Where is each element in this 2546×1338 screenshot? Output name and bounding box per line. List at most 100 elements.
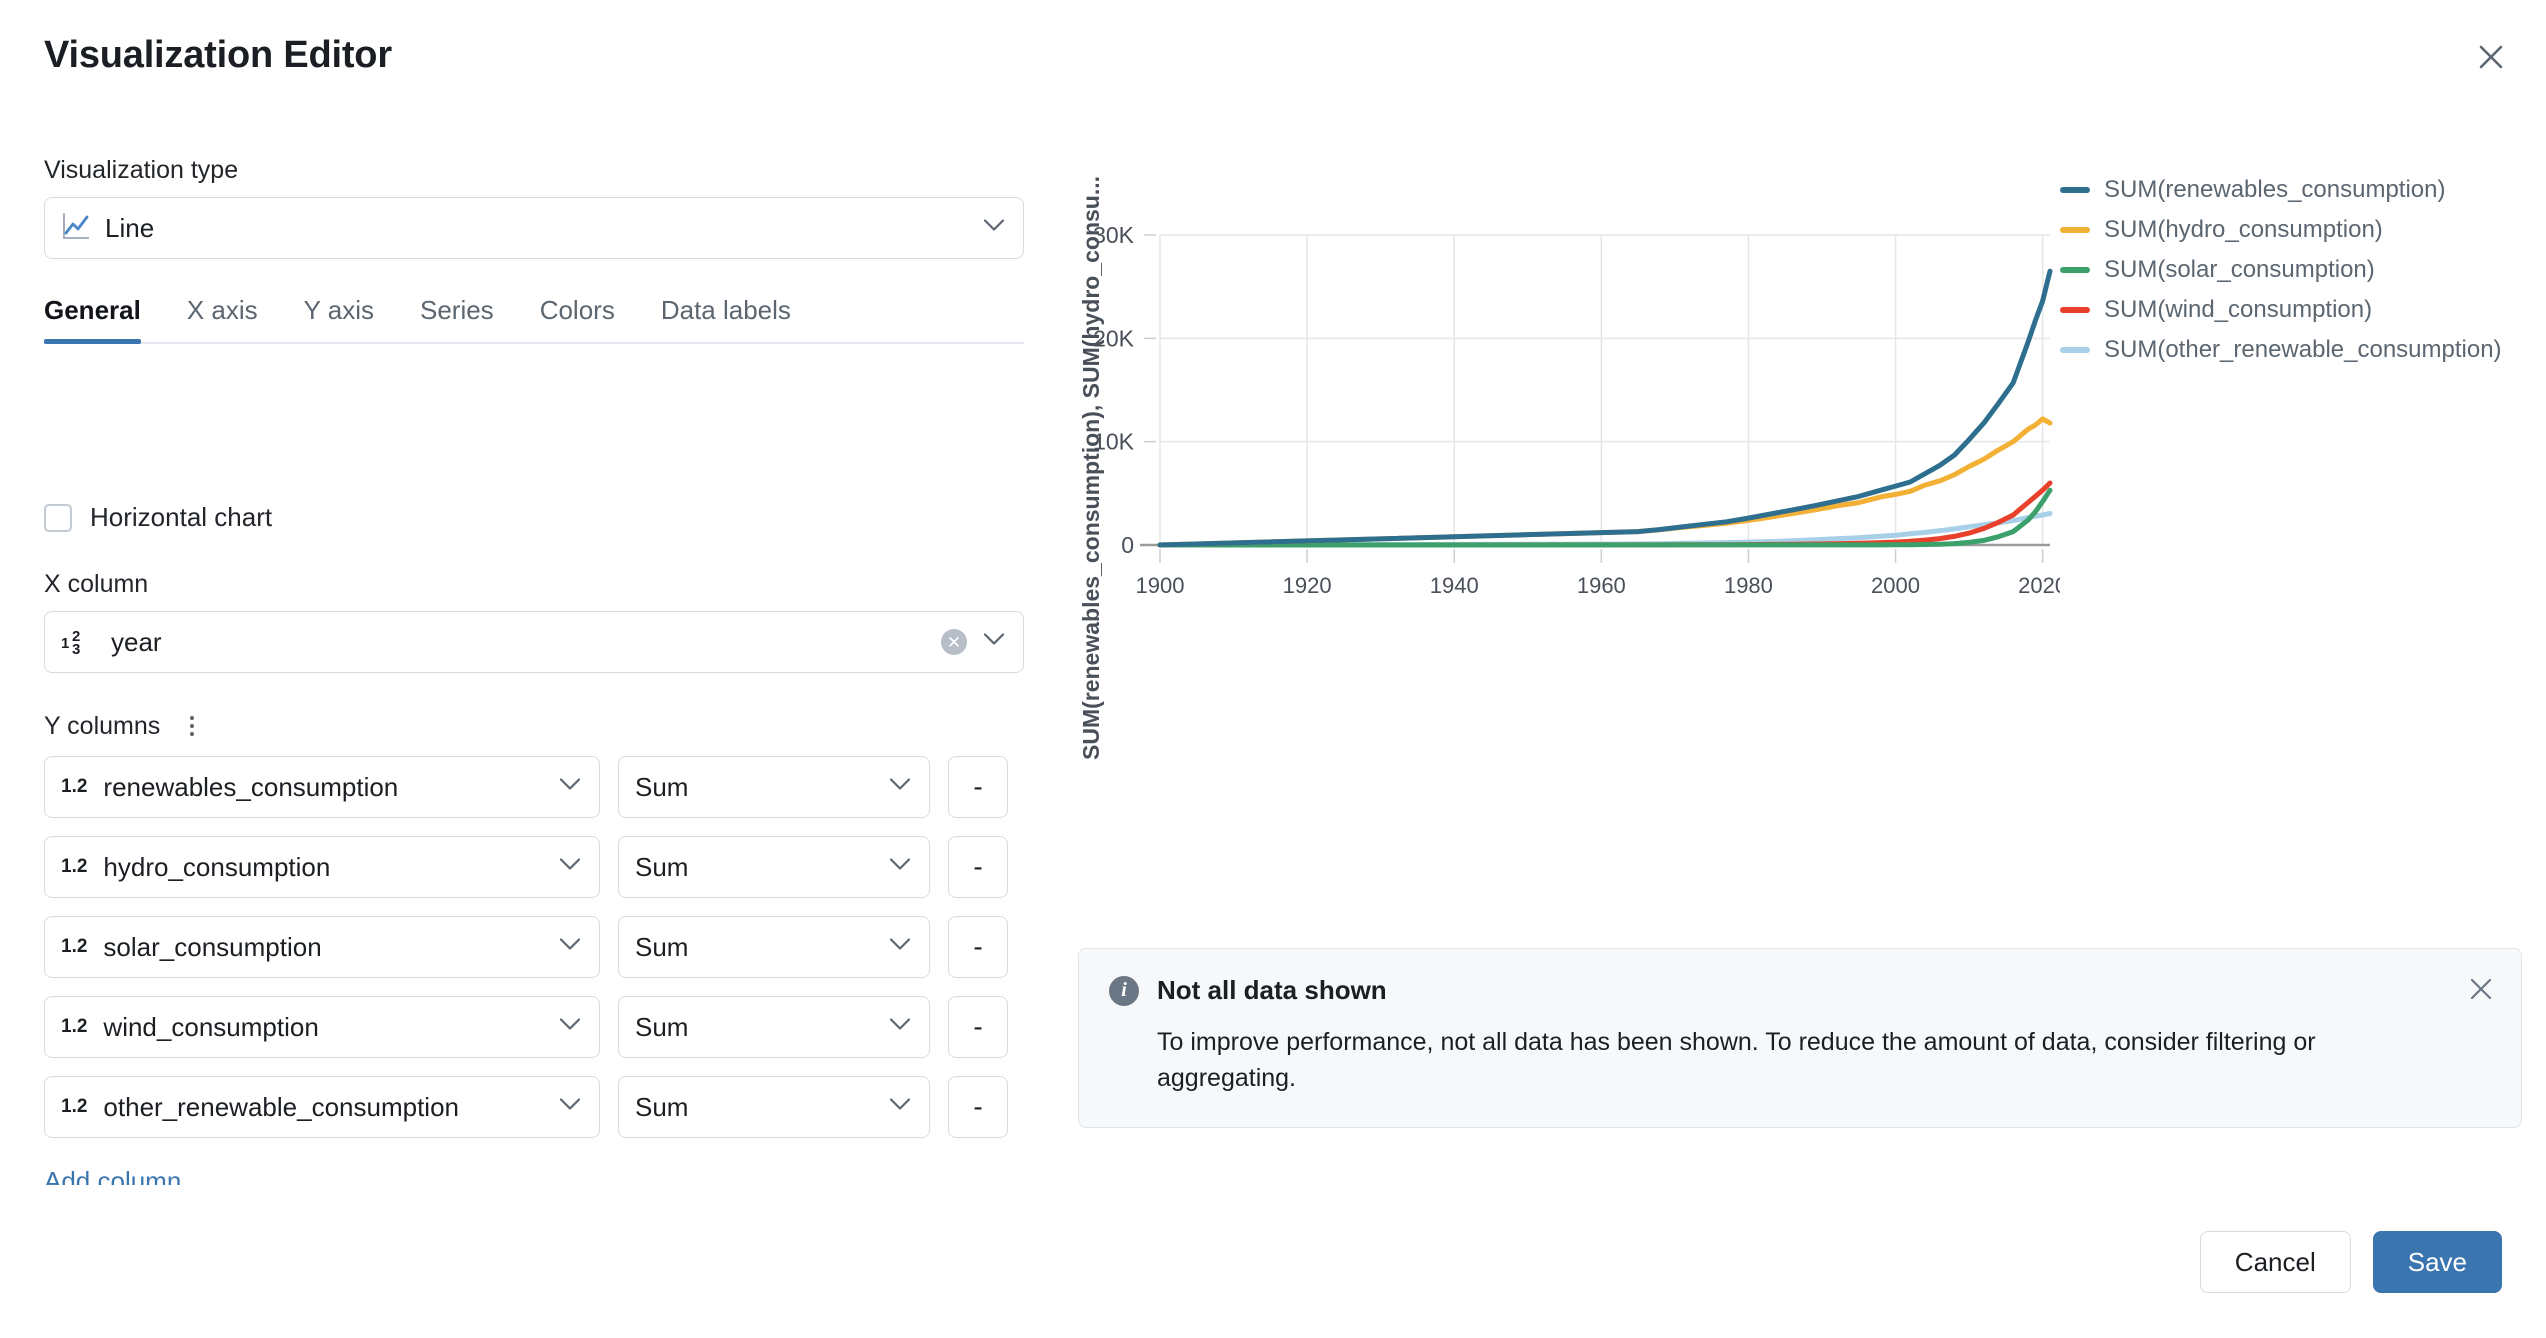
close-icon[interactable]	[2463, 971, 2499, 1007]
chevron-down-icon	[559, 778, 581, 797]
legend-label: SUM(solar_consumption)	[2104, 256, 2375, 283]
y-column-row: 1.2 solar_consumption Sum -	[44, 916, 1008, 978]
y-column-aggregation-value: Sum	[635, 851, 689, 882]
chevron-down-icon	[559, 938, 581, 957]
remove-y-column-button[interactable]: -	[948, 836, 1008, 898]
chart-legend: SUM(renewables_consumption) SUM(hydro_co…	[2060, 170, 2502, 370]
close-icon[interactable]	[2464, 30, 2518, 84]
svg-text:30K: 30K	[1093, 222, 1135, 248]
chevron-down-icon	[889, 778, 911, 797]
svg-text:1940: 1940	[1430, 573, 1479, 598]
remove-y-column-button[interactable]: -	[948, 1076, 1008, 1138]
not-all-data-shown-alert: i Not all data shown To improve performa…	[1078, 948, 2522, 1128]
page-title: Visualization Editor	[44, 34, 392, 76]
tab-x-axis[interactable]: X axis	[186, 295, 258, 325]
remove-y-column-button[interactable]: -	[948, 996, 1008, 1058]
legend-label: SUM(hydro_consumption)	[2104, 216, 2383, 243]
tab-colors[interactable]: Colors	[539, 295, 615, 325]
y-column-aggregation-value: Sum	[635, 1091, 689, 1122]
chart-preview: SUM(renewables_consumption), SUM(hydro_c…	[1060, 150, 2546, 940]
y-column-aggregation-select[interactable]: Sum	[618, 1076, 930, 1138]
chevron-down-icon	[559, 858, 581, 877]
svg-text:1900: 1900	[1136, 573, 1185, 598]
tab-y-axis[interactable]: Y axis	[303, 295, 374, 325]
chevron-down-icon	[889, 938, 911, 957]
chevron-down-icon	[983, 219, 1005, 238]
legend-swatch	[2060, 227, 2090, 233]
y-column-select[interactable]: 1.2 wind_consumption	[44, 996, 600, 1058]
svg-text:2000: 2000	[1871, 573, 1920, 598]
remove-y-column-button[interactable]: -	[948, 916, 1008, 978]
y-column-aggregation-select[interactable]: Sum	[618, 996, 930, 1058]
y-column-row: 1.2 hydro_consumption Sum -	[44, 836, 1008, 898]
legend-item-wind[interactable]: SUM(wind_consumption)	[2060, 290, 2502, 330]
visualization-type-label: Visualization type	[44, 156, 239, 184]
add-column-link[interactable]: Add column	[44, 1166, 182, 1185]
svg-text:1980: 1980	[1724, 573, 1773, 598]
tab-data-labels[interactable]: Data labels	[660, 295, 791, 325]
remove-y-column-button[interactable]: -	[948, 756, 1008, 818]
y-columns-field: Y columns 1.2 renewables_consumption Sum…	[44, 710, 1008, 1185]
tab-series[interactable]: Series	[419, 295, 494, 325]
y-column-select[interactable]: 1.2 solar_consumption	[44, 916, 600, 978]
svg-text:20K: 20K	[1093, 325, 1135, 351]
horizontal-chart-checkbox[interactable]: Horizontal chart	[44, 502, 272, 533]
y-column-value: hydro_consumption	[103, 851, 331, 882]
legend-label: SUM(other_renewable_consumption)	[2104, 336, 2502, 363]
legend-swatch	[2060, 307, 2090, 313]
line-chart-icon	[61, 211, 91, 246]
decimal-12-icon: 1.2	[61, 856, 88, 877]
y-column-aggregation-select[interactable]: Sum	[618, 836, 930, 898]
svg-text:0: 0	[1121, 532, 1134, 558]
cancel-button[interactable]: Cancel	[2199, 1231, 2351, 1293]
decimal-12-icon: 1.2	[61, 936, 88, 957]
editor-options-panel: Visualization type Line General X axis Y…	[0, 130, 1060, 1185]
editor-tabs: General X axis Y axis Series Colors Data…	[44, 295, 1024, 344]
alert-header: i Not all data shown	[1109, 975, 2491, 1006]
chevron-down-icon	[889, 1098, 911, 1117]
chevron-down-icon	[889, 1018, 911, 1037]
svg-text:1920: 1920	[1283, 573, 1332, 598]
x-column-value: year	[111, 626, 162, 657]
chevron-down-icon	[889, 858, 911, 877]
visualization-type-value: Line	[105, 212, 155, 243]
legend-label: SUM(renewables_consumption)	[2104, 176, 2446, 203]
legend-item-hydro[interactable]: SUM(hydro_consumption)	[2060, 210, 2502, 250]
clear-circle-icon[interactable]: ✕	[941, 629, 967, 655]
y-column-aggregation-select[interactable]: Sum	[618, 756, 930, 818]
save-button[interactable]: Save	[2372, 1231, 2502, 1293]
horizontal-chart-label: Horizontal chart	[90, 502, 273, 532]
svg-text:10K: 10K	[1093, 429, 1135, 455]
modal-footer: Cancel Save	[0, 1186, 2546, 1338]
visualization-type-select[interactable]: Line	[44, 197, 1024, 259]
decimal-12-icon: 1.2	[61, 1016, 88, 1037]
y-column-select[interactable]: 1.2 hydro_consumption	[44, 836, 600, 898]
y-column-aggregation-select[interactable]: Sum	[618, 916, 930, 978]
chevron-down-icon	[983, 633, 1005, 652]
y-column-value: renewables_consumption	[103, 771, 399, 802]
y-columns-label: Y columns	[44, 711, 161, 740]
alert-body: To improve performance, not all data has…	[1157, 1028, 2316, 1093]
tab-general[interactable]: General	[44, 295, 141, 344]
legend-item-renewables[interactable]: SUM(renewables_consumption)	[2060, 170, 2502, 210]
y-column-value: other_renewable_consumption	[103, 1091, 459, 1122]
y-column-select[interactable]: 1.2 renewables_consumption	[44, 756, 600, 818]
kebab-menu-icon[interactable]	[182, 710, 202, 742]
svg-text:1960: 1960	[1577, 573, 1626, 598]
legend-item-other[interactable]: SUM(other_renewable_consumption)	[2060, 330, 2502, 370]
y-column-row: 1.2 other_renewable_consumption Sum -	[44, 1076, 1008, 1138]
legend-label: SUM(wind_consumption)	[2104, 296, 2373, 323]
y-columns-header: Y columns	[44, 710, 1008, 742]
visualization-type-field: Visualization type Line	[44, 156, 1024, 259]
y-column-value: wind_consumption	[103, 1011, 319, 1042]
chevron-down-icon	[559, 1018, 581, 1037]
y-column-row: 1.2 wind_consumption Sum -	[44, 996, 1008, 1058]
legend-item-solar[interactable]: SUM(solar_consumption)	[2060, 250, 2502, 290]
y-column-select[interactable]: 1.2 other_renewable_consumption	[44, 1076, 600, 1138]
decimal-12-icon: 1.2	[61, 776, 88, 797]
